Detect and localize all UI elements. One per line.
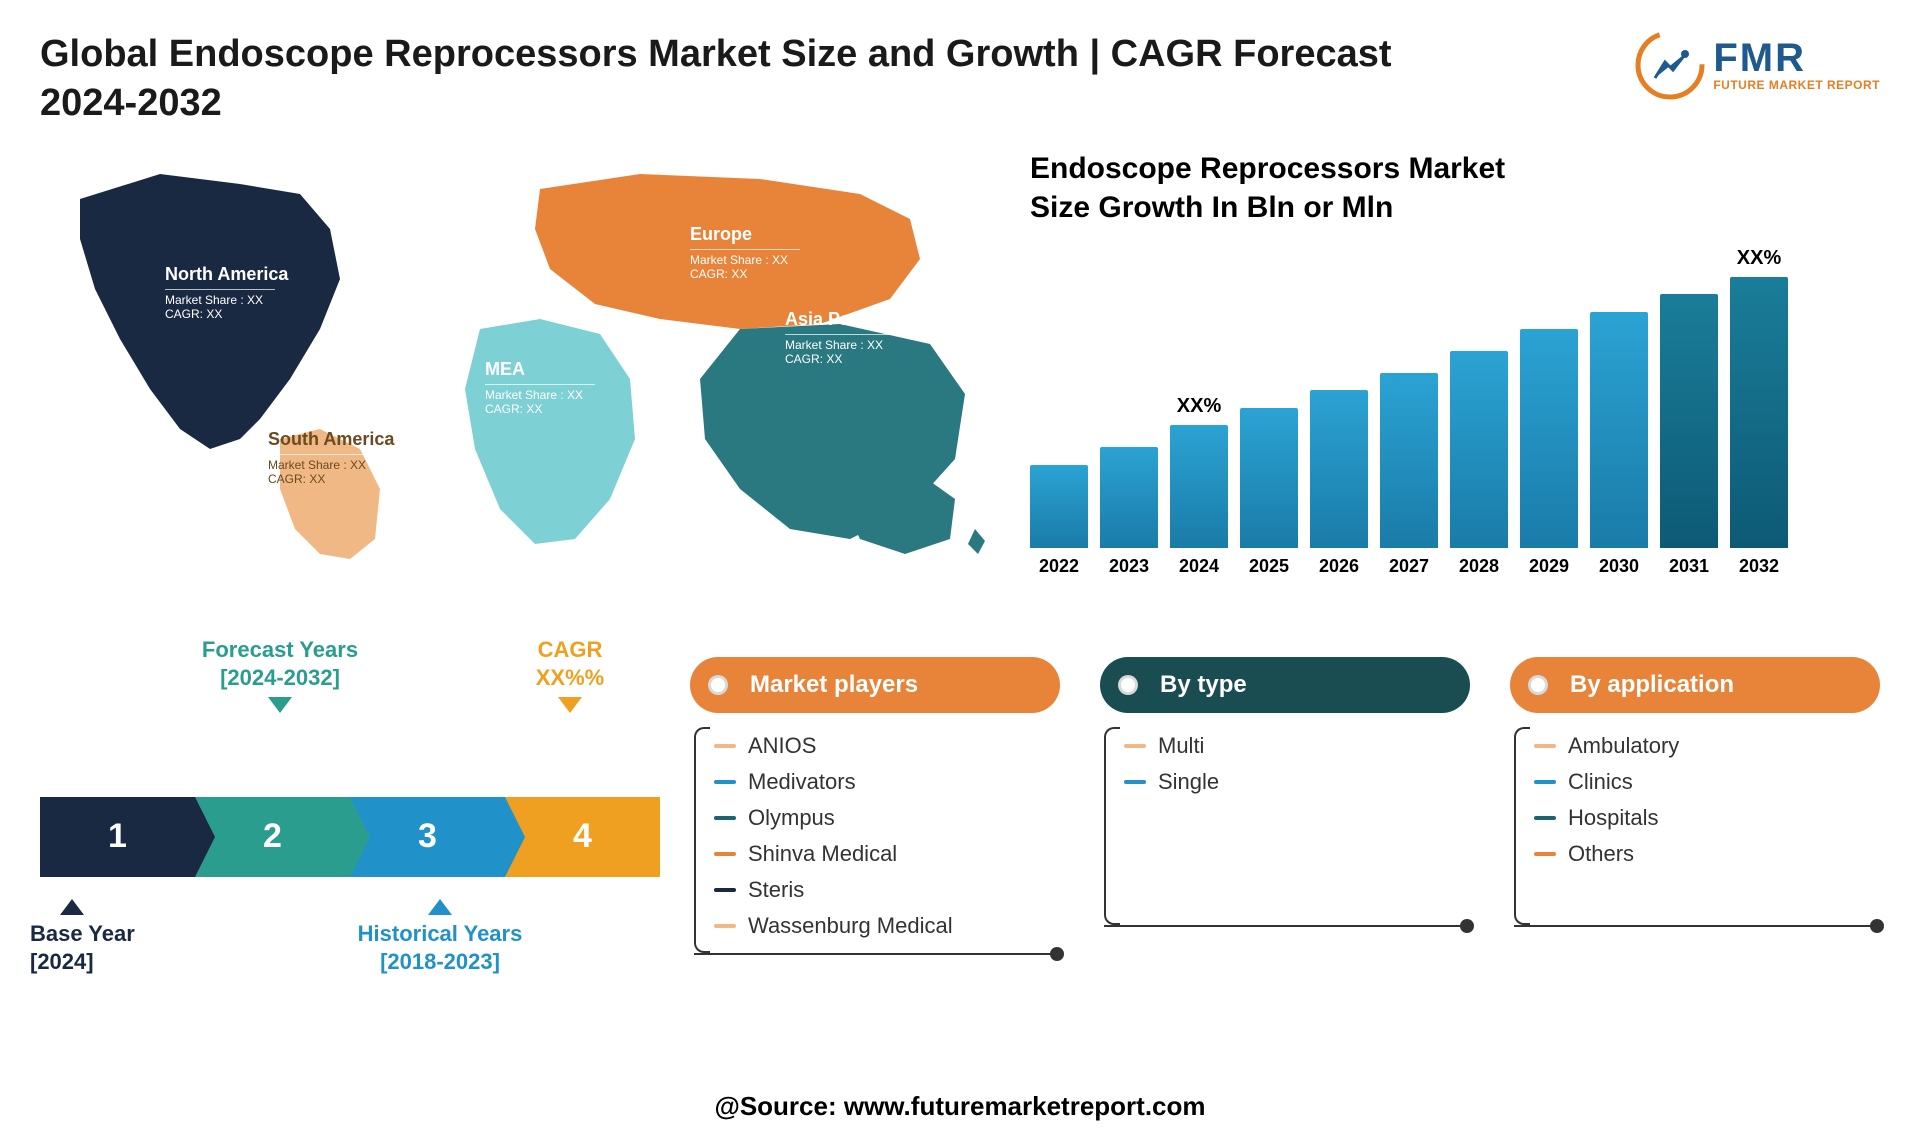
category-list: Ambulatory Clinics Hospitals Others bbox=[1510, 733, 1880, 933]
bar bbox=[1170, 425, 1228, 548]
bar-annotation: XX% bbox=[1737, 247, 1781, 270]
historical-label: Historical Years [2018-2023] bbox=[320, 899, 560, 975]
bar-group: 2023 bbox=[1100, 447, 1158, 577]
bar-label: 2024 bbox=[1179, 556, 1219, 577]
bar-label: 2031 bbox=[1669, 556, 1709, 577]
bar-chart: Endoscope Reprocessors Market Size Growt… bbox=[1030, 149, 1880, 577]
bar-label: 2032 bbox=[1739, 556, 1779, 577]
bar-label: 2025 bbox=[1249, 556, 1289, 577]
bar-group: 2025 bbox=[1240, 408, 1298, 577]
chart-title: Endoscope Reprocessors Market Size Growt… bbox=[1030, 149, 1530, 227]
top-row: North AmericaMarket Share : XXCAGR: XX So… bbox=[40, 149, 1880, 577]
region-label: North AmericaMarket Share : XXCAGR: XX bbox=[165, 264, 288, 321]
pill-dot-icon bbox=[1118, 675, 1138, 695]
timeline: Forecast Years [2024-2032] CAGR XX%% 123… bbox=[40, 617, 660, 1009]
category-column: Market players ANIOS Medivators Olympus Shi… bbox=[690, 657, 1060, 961]
bar-group: 2027 bbox=[1380, 373, 1438, 577]
bar bbox=[1660, 294, 1718, 548]
logo-main: FMR bbox=[1713, 38, 1880, 78]
base-label: Base Year [2024] bbox=[30, 899, 190, 975]
region-label: EuropeMarket Share : XXCAGR: XX bbox=[690, 224, 800, 281]
forecast-label: Forecast Years [2024-2032] bbox=[180, 637, 380, 713]
bar bbox=[1520, 329, 1578, 548]
bar bbox=[1100, 447, 1158, 548]
bar-label: 2026 bbox=[1319, 556, 1359, 577]
bar-label: 2022 bbox=[1039, 556, 1079, 577]
timeline-segment: 3 bbox=[350, 797, 505, 877]
region-label: Asia PacificMarket Share : XXCAGR: XX bbox=[785, 309, 895, 366]
world-map: North AmericaMarket Share : XXCAGR: XX So… bbox=[40, 149, 990, 569]
bar bbox=[1310, 390, 1368, 548]
bar-label: 2023 bbox=[1109, 556, 1149, 577]
category-list: Multi Single bbox=[1100, 733, 1470, 933]
timeline-segment: 4 bbox=[505, 797, 660, 877]
source-text: @Source: www.futuremarketreport.com bbox=[714, 1091, 1205, 1122]
bar bbox=[1450, 351, 1508, 548]
bar bbox=[1380, 373, 1438, 548]
bar bbox=[1030, 465, 1088, 548]
list-item: Steris bbox=[714, 877, 1060, 903]
timeline-segment: 1 bbox=[40, 797, 195, 877]
page-title: Global Endoscope Reprocessors Market Siz… bbox=[40, 30, 1490, 129]
logo-sub: FUTURE MARKET REPORT bbox=[1713, 78, 1880, 92]
bar bbox=[1240, 408, 1298, 548]
list-item: Wassenburg Medical bbox=[714, 913, 1060, 939]
bottom-row: Forecast Years [2024-2032] CAGR XX%% 123… bbox=[40, 617, 1880, 1009]
list-item: Clinics bbox=[1534, 769, 1880, 795]
timeline-segment: 2 bbox=[195, 797, 350, 877]
bar-label: 2027 bbox=[1389, 556, 1429, 577]
pill-title: By type bbox=[1160, 671, 1247, 699]
list-item: Ambulatory bbox=[1534, 733, 1880, 759]
logo-icon bbox=[1635, 30, 1705, 100]
category-column: By application Ambulatory Clinics Hospital… bbox=[1510, 657, 1880, 961]
header: Global Endoscope Reprocessors Market Siz… bbox=[40, 30, 1880, 129]
pill-dot-icon bbox=[1528, 675, 1548, 695]
list-item: Medivators bbox=[714, 769, 1060, 795]
list-item: Others bbox=[1534, 841, 1880, 867]
bar-group: 2030 bbox=[1590, 312, 1648, 577]
bar-group: 2031 bbox=[1660, 294, 1718, 577]
category-column: By type Multi Single bbox=[1100, 657, 1470, 961]
category-pill: By type bbox=[1100, 657, 1470, 713]
list-item: Multi bbox=[1124, 733, 1470, 759]
bar-label: 2029 bbox=[1529, 556, 1569, 577]
list-item: Single bbox=[1124, 769, 1470, 795]
bar-annotation: XX% bbox=[1177, 395, 1221, 418]
bar-group: 2028 bbox=[1450, 351, 1508, 577]
list-item: Olympus bbox=[714, 805, 1060, 831]
region-label: South AmericaMarket Share : XXCAGR: XX bbox=[268, 429, 394, 486]
category-pill: Market players bbox=[690, 657, 1060, 713]
bar-group: XX%2024 bbox=[1170, 425, 1228, 577]
logo: FMR FUTURE MARKET REPORT bbox=[1635, 30, 1880, 100]
cagr-label: CAGR XX%% bbox=[510, 637, 630, 713]
bar-label: 2028 bbox=[1459, 556, 1499, 577]
list-item: ANIOS bbox=[714, 733, 1060, 759]
category-pill: By application bbox=[1510, 657, 1880, 713]
bars-container: 20222023XX%20242025202620272028202920302… bbox=[1030, 257, 1880, 577]
bar-group: 2029 bbox=[1520, 329, 1578, 577]
category-list: ANIOS Medivators Olympus Shinva Medical Ster… bbox=[690, 733, 1060, 961]
bar-group: XX%2032 bbox=[1730, 277, 1788, 577]
bar-label: 2030 bbox=[1599, 556, 1639, 577]
list-item: Hospitals bbox=[1534, 805, 1880, 831]
bar-group: 2026 bbox=[1310, 390, 1368, 577]
pill-title: By application bbox=[1570, 671, 1734, 699]
bar bbox=[1730, 277, 1788, 548]
bar bbox=[1590, 312, 1648, 548]
pill-dot-icon bbox=[708, 675, 728, 695]
region-label: MEAMarket Share : XXCAGR: XX bbox=[485, 359, 595, 416]
categories: Market players ANIOS Medivators Olympus Shi… bbox=[690, 617, 1880, 961]
list-item: Shinva Medical bbox=[714, 841, 1060, 867]
timeline-bar: 1234 bbox=[40, 797, 660, 877]
bar-group: 2022 bbox=[1030, 465, 1088, 577]
pill-title: Market players bbox=[750, 671, 918, 699]
